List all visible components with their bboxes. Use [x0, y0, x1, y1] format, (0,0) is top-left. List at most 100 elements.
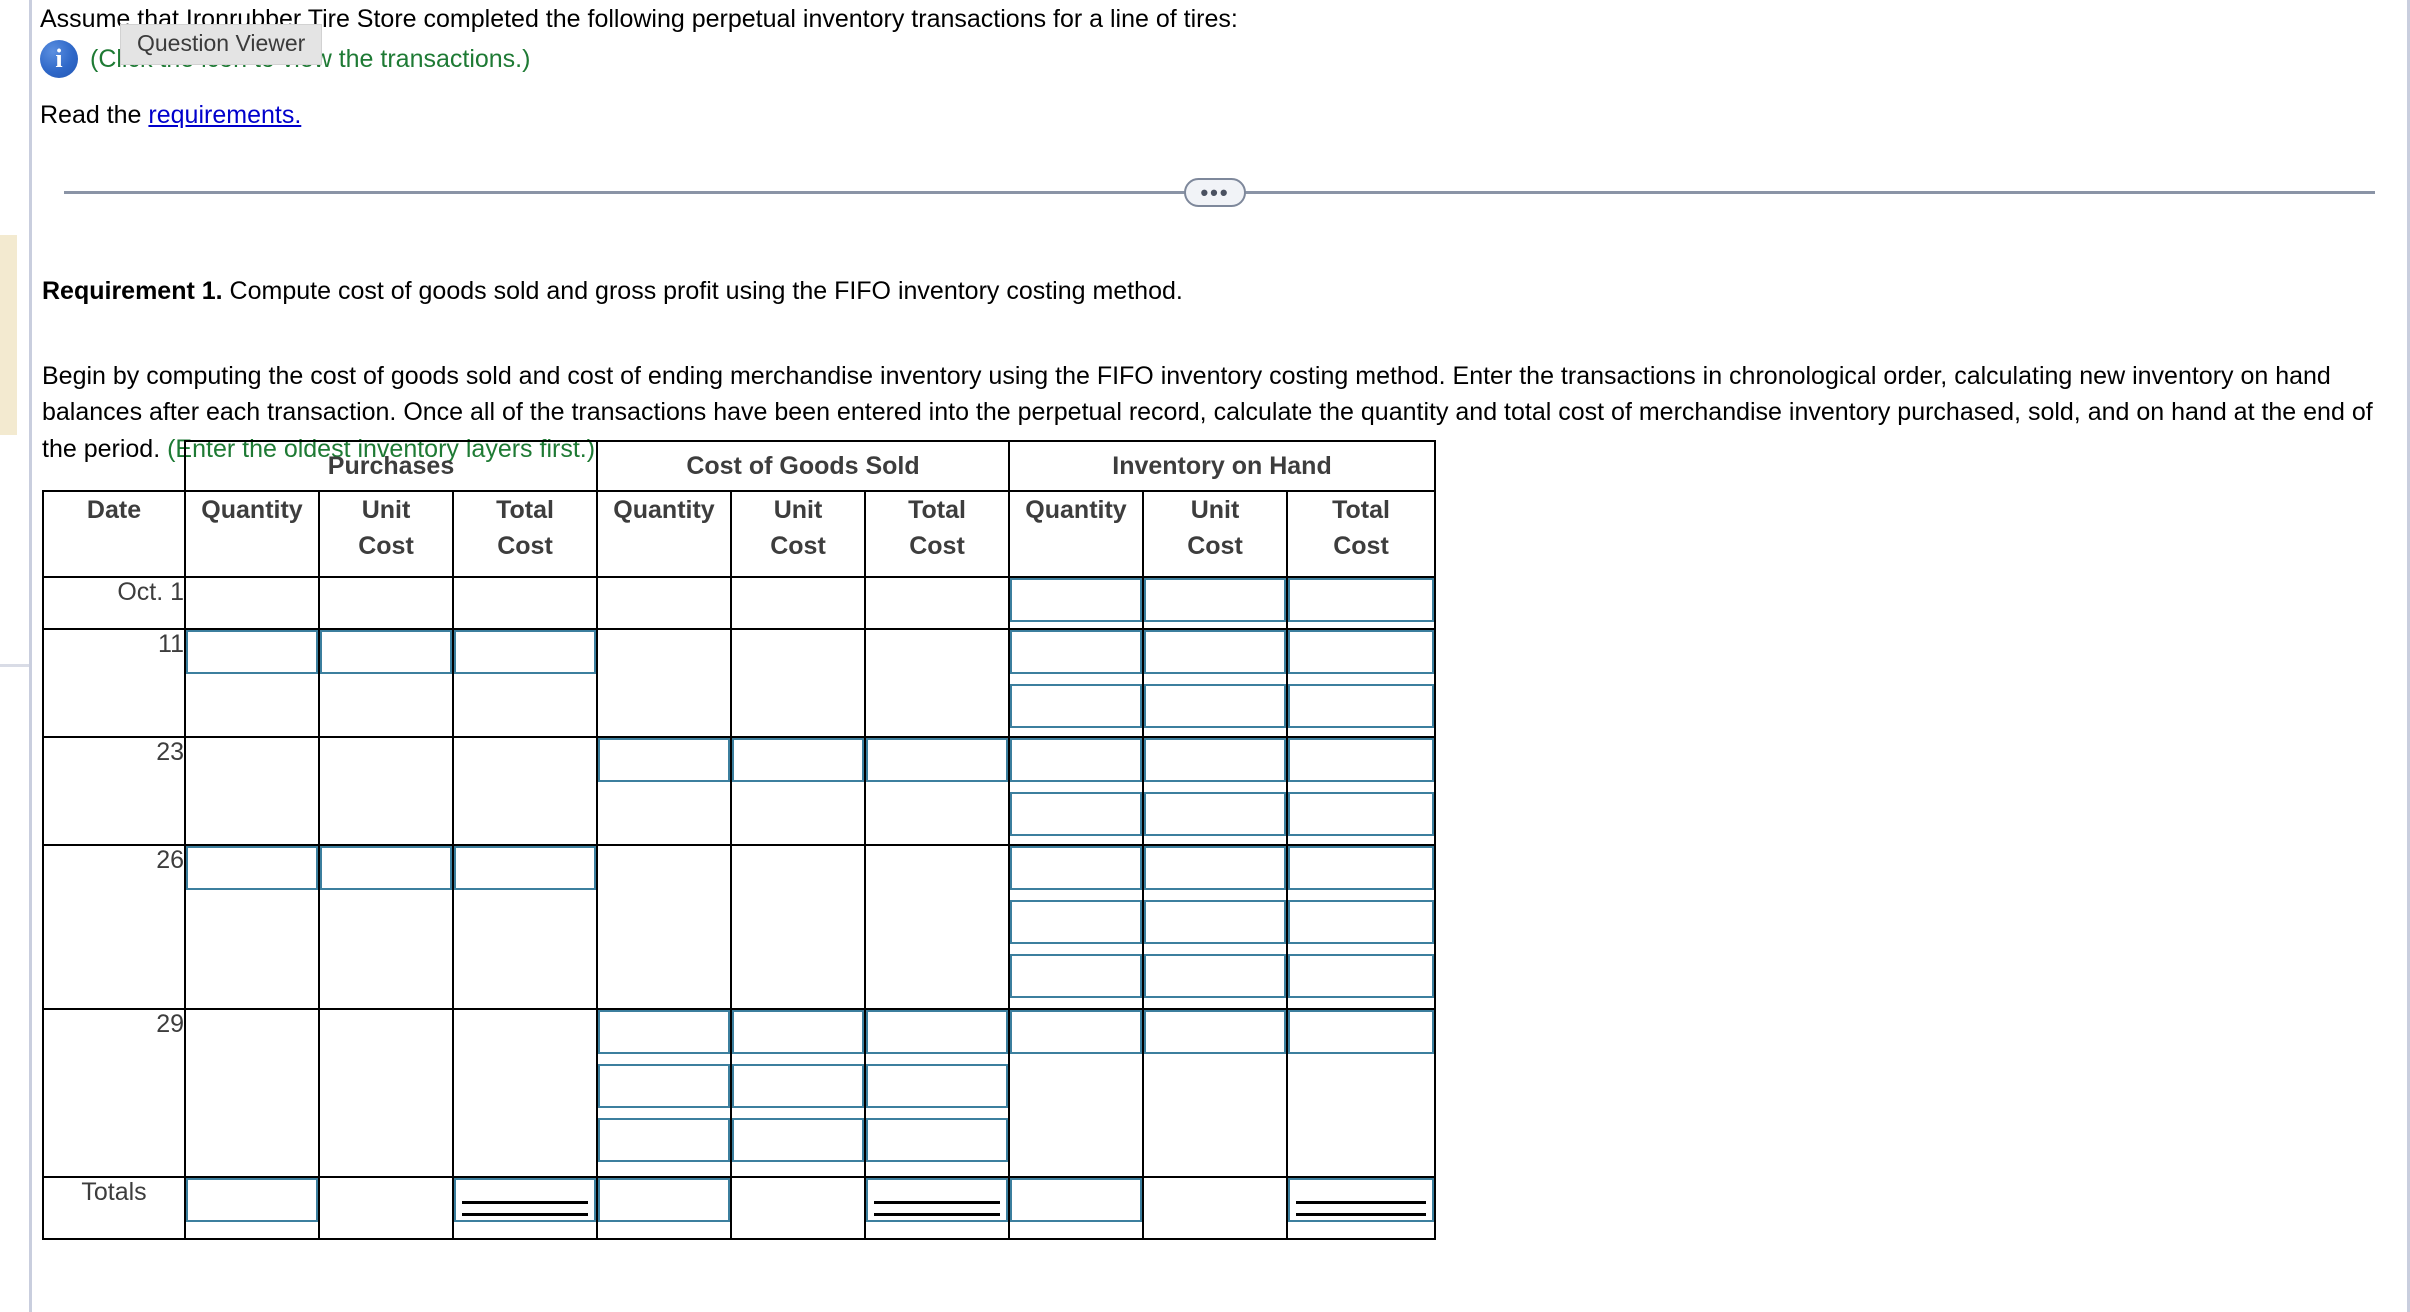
question-content-pane: Assume that Ironrubber Tire Store comple…	[32, 0, 2407, 1312]
table-column-header-row: Date Quantity Unit Cost Total Cost Quant…	[42, 490, 1436, 578]
input-cogs-quantity[interactable]	[598, 1064, 730, 1108]
cell-onhand-unit-cost	[1142, 1008, 1288, 1178]
input-onhand-unit-cost[interactable]	[1144, 792, 1286, 836]
input-onhand-total-cost[interactable]	[1288, 792, 1434, 836]
input-onhand-unit-cost[interactable]	[1144, 1010, 1286, 1054]
input-onhand-unit-cost[interactable]	[1144, 738, 1286, 782]
cell-purchases-unit-cost	[318, 1008, 454, 1178]
input-cogs-total-cost[interactable]	[866, 1118, 1008, 1162]
cell-purchases-total-cost	[452, 1008, 598, 1178]
input-onhand-total-cost[interactable]	[1288, 578, 1434, 622]
column-header-onhand-quantity: Quantity	[1008, 490, 1144, 578]
input-onhand-quantity[interactable]	[1010, 738, 1142, 782]
ch-6-l2: Cost	[909, 532, 965, 560]
row-date-23: 23	[42, 736, 186, 846]
requirement-label: Requirement 1.	[42, 277, 223, 305]
table-row: 23	[42, 736, 1436, 846]
input-onhand-unit-cost[interactable]	[1144, 630, 1286, 674]
cell-onhand-total-cost	[1286, 844, 1436, 1010]
cell-onhand-total-cost	[1286, 628, 1436, 738]
ch-5-l2: Cost	[770, 532, 826, 560]
input-totals-onhand-total-cost[interactable]	[1288, 1178, 1434, 1222]
cell-onhand-quantity	[1008, 576, 1144, 630]
cell-cogs-quantity	[596, 576, 732, 630]
cell-totals-purchases-unit-cost	[318, 1176, 454, 1240]
input-onhand-total-cost[interactable]	[1288, 630, 1434, 674]
input-cogs-unit-cost[interactable]	[732, 1118, 864, 1162]
group-header-cost-of-goods-sold: Cost of Goods Sold	[596, 440, 1010, 492]
input-onhand-total-cost[interactable]	[1288, 900, 1434, 944]
input-onhand-total-cost[interactable]	[1288, 846, 1434, 890]
input-onhand-quantity[interactable]	[1010, 578, 1142, 622]
cell-cogs-quantity	[596, 628, 732, 738]
cell-cogs-quantity	[596, 736, 732, 846]
input-totals-purchases-quantity[interactable]	[186, 1178, 318, 1222]
input-onhand-quantity[interactable]	[1010, 1010, 1142, 1054]
requirements-link[interactable]: requirements.	[148, 101, 302, 129]
table-row: 26	[42, 844, 1436, 1010]
input-totals-cogs-quantity[interactable]	[598, 1178, 730, 1222]
input-totals-onhand-quantity[interactable]	[1010, 1178, 1142, 1222]
input-onhand-unit-cost[interactable]	[1144, 684, 1286, 728]
input-purchases-unit-cost[interactable]	[320, 846, 452, 890]
column-header-onhand-unit-cost: Unit Cost	[1142, 490, 1288, 578]
row-date-29: 29	[42, 1008, 186, 1178]
input-cogs-total-cost[interactable]	[866, 738, 1008, 782]
input-cogs-quantity[interactable]	[598, 738, 730, 782]
cell-cogs-quantity	[596, 1008, 732, 1178]
group-header-purchases: Purchases	[184, 440, 598, 492]
input-onhand-total-cost[interactable]	[1288, 738, 1434, 782]
left-margin-rule	[29, 0, 32, 1312]
input-onhand-quantity[interactable]	[1010, 630, 1142, 674]
cell-cogs-total-cost	[864, 844, 1010, 1010]
input-cogs-unit-cost[interactable]	[732, 738, 864, 782]
input-onhand-total-cost[interactable]	[1288, 684, 1434, 728]
input-purchases-unit-cost[interactable]	[320, 630, 452, 674]
input-purchases-total-cost[interactable]	[454, 630, 596, 674]
input-onhand-unit-cost[interactable]	[1144, 846, 1286, 890]
input-onhand-quantity[interactable]	[1010, 954, 1142, 998]
row-label-totals: Totals	[42, 1176, 186, 1240]
ch-2-l1: Unit	[361, 496, 411, 524]
input-onhand-unit-cost[interactable]	[1144, 954, 1286, 998]
input-cogs-total-cost[interactable]	[866, 1010, 1008, 1054]
input-onhand-unit-cost[interactable]	[1144, 578, 1286, 622]
input-cogs-total-cost[interactable]	[866, 1064, 1008, 1108]
read-requirements-line: Read the requirements.	[40, 98, 301, 134]
cell-totals-cogs-total-cost	[864, 1176, 1010, 1240]
cell-purchases-total-cost	[452, 736, 598, 846]
group-header-inventory-on-hand: Inventory on Hand	[1008, 440, 1436, 492]
input-totals-cogs-total-cost[interactable]	[866, 1178, 1008, 1222]
cell-onhand-unit-cost	[1142, 844, 1288, 1010]
left-highlight-band	[0, 235, 17, 435]
table-row: 29	[42, 1008, 1436, 1178]
cell-purchases-unit-cost	[318, 736, 454, 846]
input-cogs-unit-cost[interactable]	[732, 1010, 864, 1054]
input-purchases-quantity[interactable]	[186, 846, 318, 890]
input-onhand-quantity[interactable]	[1010, 792, 1142, 836]
input-onhand-quantity[interactable]	[1010, 900, 1142, 944]
input-cogs-quantity[interactable]	[598, 1118, 730, 1162]
input-totals-purchases-total-cost[interactable]	[454, 1178, 596, 1222]
input-onhand-total-cost[interactable]	[1288, 1010, 1434, 1054]
ch-3-l1: Total	[496, 496, 554, 524]
cell-purchases-quantity	[184, 1008, 320, 1178]
cell-totals-purchases-total-cost	[452, 1176, 598, 1240]
input-cogs-unit-cost[interactable]	[732, 1064, 864, 1108]
input-purchases-total-cost[interactable]	[454, 846, 596, 890]
cell-onhand-quantity	[1008, 736, 1144, 846]
table-row: 11	[42, 628, 1436, 738]
input-purchases-quantity[interactable]	[186, 630, 318, 674]
cell-onhand-unit-cost	[1142, 736, 1288, 846]
info-icon[interactable]: i	[40, 40, 78, 78]
cell-cogs-total-cost	[864, 576, 1010, 630]
cell-onhand-quantity	[1008, 844, 1144, 1010]
ch-6-l1: Total	[908, 496, 966, 524]
input-onhand-unit-cost[interactable]	[1144, 900, 1286, 944]
input-cogs-quantity[interactable]	[598, 1010, 730, 1054]
input-onhand-quantity[interactable]	[1010, 846, 1142, 890]
ch-9-l2: Cost	[1333, 532, 1389, 560]
input-onhand-quantity[interactable]	[1010, 684, 1142, 728]
input-onhand-total-cost[interactable]	[1288, 954, 1434, 998]
divider-expand-button[interactable]: •••	[1184, 178, 1246, 207]
